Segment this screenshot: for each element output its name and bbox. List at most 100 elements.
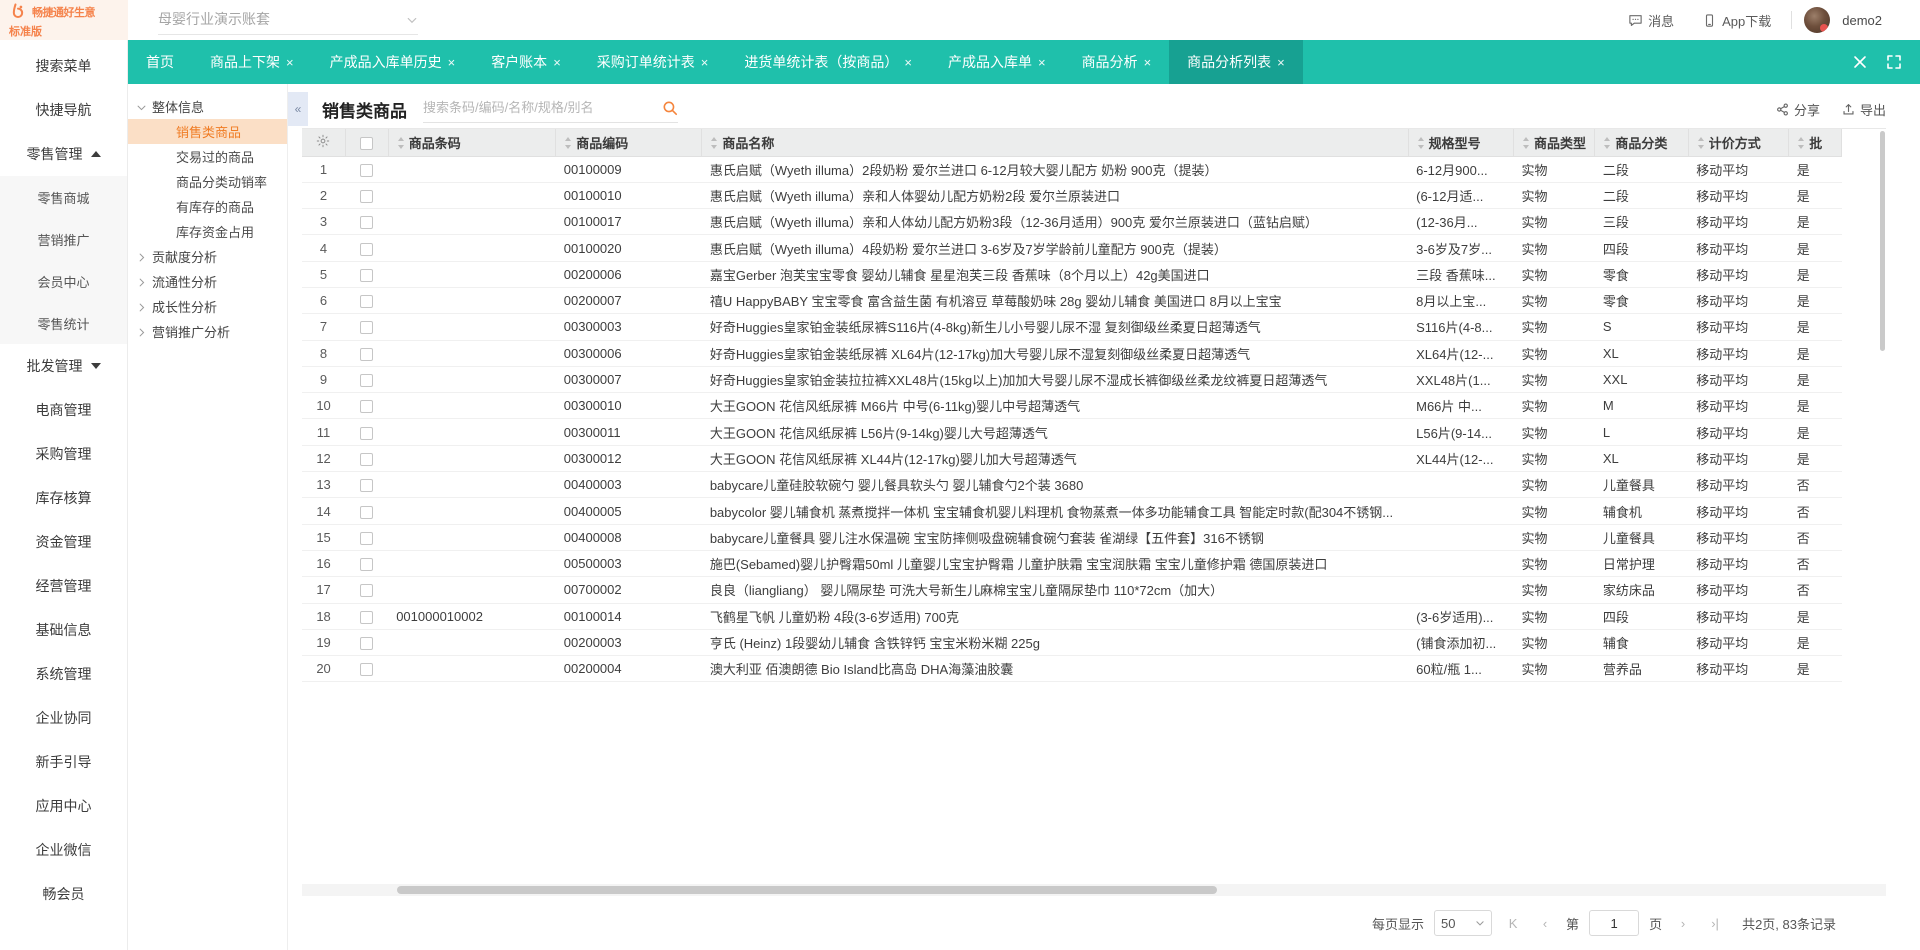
tree-node-7[interactable]: 流通性分析 bbox=[128, 269, 287, 294]
row-checkbox[interactable] bbox=[360, 400, 374, 414]
sidebar-item-6[interactable]: 零售统计 bbox=[0, 302, 127, 344]
sidebar-item-0[interactable]: 搜索菜单 bbox=[0, 44, 127, 88]
row-checkbox[interactable] bbox=[360, 189, 374, 203]
tree-leaf-1[interactable]: 销售类商品 bbox=[128, 119, 287, 144]
table-row[interactable]: 18 001000010002 00100014 飞鹤星飞帆 儿童奶粉 4段(3-6岁… bbox=[302, 603, 1842, 630]
table-row[interactable]: 1 00100009 惠氏启赋（Wyeth illuma）2段奶粉 爱尔兰进口 6-… bbox=[302, 156, 1842, 183]
table-row[interactable]: 3 00100017 惠氏启赋（Wyeth illuma）亲和人体幼儿配方奶粉3段（… bbox=[302, 208, 1842, 236]
sort-icon[interactable] bbox=[1417, 136, 1425, 152]
app-download-button[interactable]: App下载 bbox=[1688, 11, 1785, 30]
vertical-scrollbar[interactable] bbox=[1879, 129, 1886, 884]
page-size-select[interactable]: 50 bbox=[1434, 910, 1493, 936]
table-scroll-container[interactable]: 商品条码 商品编码 商品名称 规格型号 商品类型 商品分类 计价方式批 1 00100009 惠… bbox=[302, 128, 1886, 884]
tab-close-icon[interactable]: × bbox=[700, 54, 709, 70]
sort-icon[interactable] bbox=[1603, 136, 1611, 152]
horizontal-scrollbar-thumb[interactable] bbox=[397, 886, 1217, 894]
table-row[interactable]: 6 00200007 禧U HappyBABY 宝宝零食 富含益生菌 有机溶豆 草莓… bbox=[302, 287, 1842, 315]
vertical-scrollbar-thumb[interactable] bbox=[1880, 131, 1885, 351]
tree-leaf-3[interactable]: 商品分类动销率 bbox=[128, 169, 287, 194]
tab-close-icon[interactable]: × bbox=[904, 54, 912, 70]
sidebar-item-4[interactable]: 营销推广 bbox=[0, 218, 127, 260]
sort-icon[interactable] bbox=[564, 136, 572, 152]
select-all-checkbox[interactable] bbox=[360, 136, 374, 150]
tab-close-icon[interactable]: × bbox=[553, 54, 561, 70]
search-icon[interactable] bbox=[662, 100, 678, 116]
table-row[interactable]: 14 00400005 babycolor 婴儿辅食机 蒸煮搅拌一体机 宝宝辅食机婴… bbox=[302, 497, 1842, 525]
horizontal-scrollbar[interactable] bbox=[302, 884, 1886, 896]
search-input[interactable] bbox=[423, 100, 662, 115]
table-row[interactable]: 9 00300007 好奇Huggies皇家铂金装拉拉裤XXL48片(15kg以上)… bbox=[302, 366, 1842, 394]
col-header-batch[interactable]: 批 bbox=[1788, 129, 1842, 157]
table-row[interactable]: 8 00300006 好奇Huggies皇家铂金装纸尿裤 XL64片(12-17kg… bbox=[302, 340, 1842, 367]
messages-button[interactable]: 消息 bbox=[1614, 11, 1688, 30]
table-row[interactable]: 15 00400008 babycare儿童餐具 婴儿注水保温碗 宝宝防摔侧吸盘碗辅… bbox=[302, 524, 1842, 551]
row-checkbox[interactable] bbox=[360, 452, 374, 466]
col-header-spec[interactable]: 规格型号 bbox=[1408, 129, 1514, 157]
sidebar-item-10[interactable]: 库存核算 bbox=[0, 476, 127, 520]
sidebar-item-18[interactable]: 企业微信 bbox=[0, 828, 127, 872]
tree-node-6[interactable]: 贡献度分析 bbox=[128, 244, 287, 269]
page-number-input[interactable] bbox=[1589, 910, 1640, 936]
tab-close-icon[interactable]: × bbox=[1037, 54, 1046, 70]
row-checkbox[interactable] bbox=[360, 216, 374, 230]
col-header-code[interactable]: 商品编码 bbox=[555, 129, 703, 157]
sidebar-item-5[interactable]: 会员中心 bbox=[0, 260, 127, 302]
tab-7[interactable]: 商品分析 × bbox=[1064, 40, 1170, 84]
row-checkbox[interactable] bbox=[360, 505, 374, 519]
row-checkbox[interactable] bbox=[360, 295, 374, 309]
table-row[interactable]: 17 00700002 良良（liangliang） 婴儿隔尿垫 可洗大号新生儿麻棉… bbox=[302, 576, 1842, 604]
last-page-button[interactable]: ›| bbox=[1711, 915, 1719, 931]
row-checkbox[interactable] bbox=[360, 321, 374, 335]
table-row[interactable]: 2 00100010 惠氏启赋（Wyeth illuma）亲和人体婴幼儿配方奶粉2段… bbox=[302, 182, 1842, 210]
sidebar-item-13[interactable]: 基础信息 bbox=[0, 608, 127, 652]
sidebar-item-14[interactable]: 系统管理 bbox=[0, 652, 127, 696]
first-page-button[interactable]: K bbox=[1508, 915, 1518, 931]
sidebar-item-1[interactable]: 快捷导航 bbox=[0, 88, 127, 132]
tab-1[interactable]: 商品上下架 × bbox=[192, 40, 312, 84]
collapse-left-icon[interactable]: « bbox=[288, 92, 308, 126]
col-header-barcode[interactable]: 商品条码 bbox=[388, 129, 557, 157]
fullscreen-icon[interactable] bbox=[1886, 54, 1902, 70]
account-selector[interactable]: 母婴行业演示账套 bbox=[158, 5, 418, 35]
col-header-price[interactable]: 计价方式 bbox=[1688, 129, 1790, 157]
sort-icon[interactable] bbox=[1797, 136, 1805, 152]
table-row[interactable]: 20 00200004 澳大利亚 佰澳朗德 Bio Island比高岛 DHA海藻油… bbox=[302, 655, 1842, 683]
sidebar-item-3[interactable]: 零售商城 bbox=[0, 176, 127, 218]
tree-leaf-2[interactable]: 交易过的商品 bbox=[128, 144, 287, 169]
next-page-button[interactable]: › bbox=[1680, 915, 1686, 931]
sort-icon[interactable] bbox=[1522, 136, 1530, 152]
sort-icon[interactable] bbox=[710, 136, 718, 152]
row-checkbox[interactable] bbox=[360, 479, 374, 493]
row-checkbox[interactable] bbox=[360, 610, 374, 624]
table-row[interactable]: 11 00300011 大王GOON 花信风纸尿裤 L56片(9-14kg)婴儿大号… bbox=[302, 418, 1842, 446]
row-checkbox[interactable] bbox=[360, 426, 374, 440]
sidebar-item-2[interactable]: 零售管理 bbox=[0, 132, 127, 176]
sidebar-item-15[interactable]: 企业协同 bbox=[0, 696, 127, 740]
tab-close-icon[interactable]: × bbox=[1143, 54, 1152, 70]
sort-icon[interactable] bbox=[1697, 136, 1705, 152]
export-button[interactable]: 导出 bbox=[1842, 100, 1886, 119]
brand-block[interactable]: 畅捷通好生意 标准版 bbox=[0, 0, 128, 40]
tree-node-9[interactable]: 营销推广分析 bbox=[128, 319, 287, 344]
row-checkbox[interactable] bbox=[360, 584, 374, 598]
table-row[interactable]: 5 00200006 嘉宝Gerber 泡芙宝宝零食 婴幼儿辅食 星星泡芙三段 香蕉… bbox=[302, 261, 1842, 288]
col-header-cat[interactable]: 商品分类 bbox=[1594, 129, 1689, 157]
row-checkbox[interactable] bbox=[360, 242, 374, 256]
table-row[interactable]: 16 00500003 施巴(Sebamed)婴儿护臀霜50ml 儿童婴儿宝宝护臀霜… bbox=[302, 550, 1842, 578]
share-button[interactable]: 分享 bbox=[1776, 100, 1820, 119]
row-checkbox[interactable] bbox=[360, 374, 374, 388]
tab-3[interactable]: 客户账本 × bbox=[473, 40, 579, 84]
table-row[interactable]: 12 00300012 大王GOON 花信风纸尿裤 XL44片(12-17kg)婴儿… bbox=[302, 445, 1842, 473]
table-row[interactable]: 10 00300010 大王GOON 花信风纸尿裤 M66片 中号(6-11kg)婴… bbox=[302, 392, 1842, 420]
tree-leaf-5[interactable]: 库存资金占用 bbox=[128, 219, 287, 244]
user-menu[interactable]: demo2 bbox=[1798, 7, 1896, 33]
tab-8[interactable]: 商品分析列表 × bbox=[1169, 40, 1303, 84]
row-checkbox[interactable] bbox=[360, 637, 374, 651]
prev-page-button[interactable]: ‹ bbox=[1542, 915, 1548, 931]
tab-close-icon[interactable]: × bbox=[1277, 54, 1285, 70]
row-checkbox[interactable] bbox=[360, 347, 374, 361]
sidebar-item-12[interactable]: 经营管理 bbox=[0, 564, 127, 608]
sidebar-item-11[interactable]: 资金管理 bbox=[0, 520, 127, 564]
row-checkbox[interactable] bbox=[360, 531, 374, 545]
tab-6[interactable]: 产成品入库单 × bbox=[930, 40, 1064, 84]
